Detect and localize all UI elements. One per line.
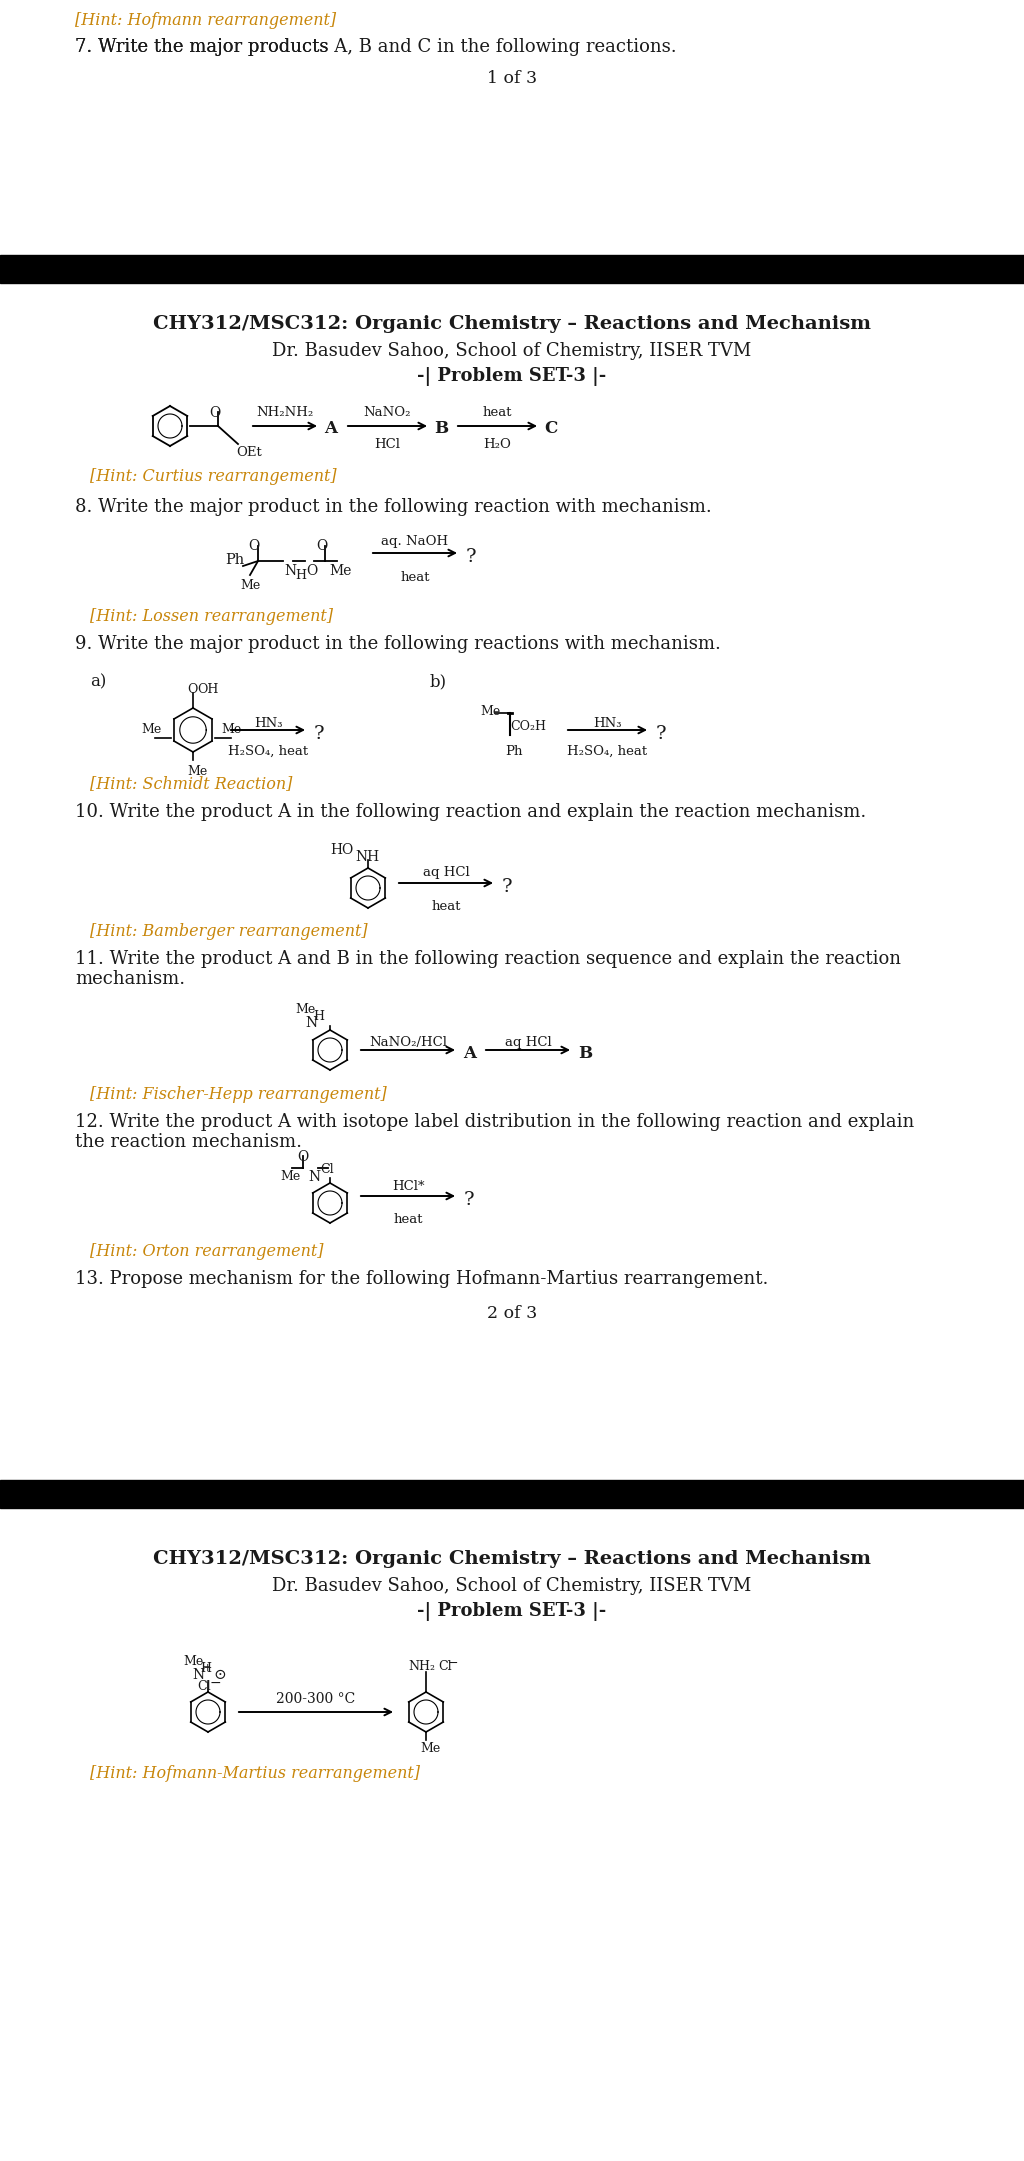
Text: HN₃: HN₃: [254, 717, 283, 730]
Text: Cl: Cl: [319, 1163, 334, 1176]
Text: 7. Write the major products: 7. Write the major products: [75, 39, 334, 56]
Text: N: N: [308, 1169, 321, 1184]
Text: ?: ?: [656, 724, 667, 743]
Text: 11. Write the product A and B in the following reaction sequence and explain the: 11. Write the product A and B in the fol…: [75, 951, 901, 968]
Text: Ph: Ph: [505, 746, 522, 759]
Text: 1 of 3: 1 of 3: [487, 69, 537, 86]
Text: 7. Write the major products A, B and C in the following reactions.: 7. Write the major products A, B and C i…: [75, 39, 677, 56]
Text: Cl: Cl: [438, 1660, 452, 1673]
Text: CO₂H: CO₂H: [510, 720, 546, 733]
Text: Cl: Cl: [197, 1679, 211, 1692]
Text: 10. Write the product A in the following reaction and explain the reaction mecha: 10. Write the product A in the following…: [75, 804, 866, 821]
Text: [Hint: Hofmann-Martius rearrangement]: [Hint: Hofmann-Martius rearrangement]: [90, 1766, 420, 1783]
Text: Me: Me: [221, 724, 242, 737]
Text: Me: Me: [295, 1003, 315, 1016]
Text: A: A: [324, 419, 337, 437]
Text: O: O: [187, 683, 198, 696]
Text: O: O: [209, 406, 220, 419]
Text: H: H: [200, 1662, 211, 1675]
Text: O: O: [316, 538, 328, 553]
Text: aq. NaOH: aq. NaOH: [381, 536, 449, 549]
Text: ?: ?: [314, 724, 325, 743]
Text: O: O: [297, 1150, 308, 1165]
Text: Me: Me: [187, 765, 207, 778]
Bar: [0, 1480, 1024, 1508]
Text: H₂SO₄, heat: H₂SO₄, heat: [567, 746, 647, 759]
Text: O: O: [306, 564, 317, 577]
Text: CHY312/MSC312: Organic Chemistry – Reactions and Mechanism: CHY312/MSC312: Organic Chemistry – React…: [153, 316, 871, 333]
Text: NH₂: NH₂: [409, 1660, 435, 1673]
Text: H₂SO₄, heat: H₂SO₄, heat: [228, 746, 308, 759]
Text: −: −: [449, 1657, 459, 1670]
Text: OEt: OEt: [236, 445, 262, 458]
Text: [Hint: Schmidt Reaction]: [Hint: Schmidt Reaction]: [90, 776, 293, 791]
Text: HCl: HCl: [374, 439, 400, 452]
Text: N: N: [193, 1668, 204, 1681]
Text: NaNO₂: NaNO₂: [364, 406, 411, 419]
Text: H₂O: H₂O: [483, 439, 511, 452]
Text: HCl*: HCl*: [392, 1180, 424, 1193]
Text: -| Problem SET-3 |-: -| Problem SET-3 |-: [418, 1601, 606, 1621]
Text: NH₂NH₂: NH₂NH₂: [256, 406, 313, 419]
Text: HO: HO: [330, 843, 353, 858]
Text: mechanism.: mechanism.: [75, 970, 185, 988]
Text: [Hint: Bamberger rearrangement]: [Hint: Bamberger rearrangement]: [90, 923, 368, 940]
Text: [Hint: Hofmann rearrangement]: [Hint: Hofmann rearrangement]: [75, 13, 336, 28]
Text: Me: Me: [141, 724, 161, 737]
Text: Me: Me: [329, 564, 351, 577]
Text: CHY312/MSC312: Organic Chemistry – Reactions and Mechanism: CHY312/MSC312: Organic Chemistry – React…: [153, 1549, 871, 1569]
Text: B: B: [578, 1046, 592, 1061]
Text: ?: ?: [502, 877, 513, 897]
Text: ?: ?: [466, 549, 476, 566]
Text: [Hint: Orton rearrangement]: [Hint: Orton rearrangement]: [90, 1243, 324, 1260]
Text: 2 of 3: 2 of 3: [486, 1305, 538, 1323]
Text: heat: heat: [482, 406, 512, 419]
Text: heat: heat: [431, 899, 461, 912]
Text: 9. Write the major product in the following reactions with mechanism.: 9. Write the major product in the follow…: [75, 635, 721, 653]
Text: Me: Me: [183, 1655, 203, 1668]
Text: 13. Propose mechanism for the following Hofmann-Martius rearrangement.: 13. Propose mechanism for the following …: [75, 1271, 768, 1288]
Text: heat: heat: [400, 571, 430, 583]
Text: H: H: [295, 568, 306, 581]
Text: aq HCl: aq HCl: [505, 1035, 551, 1048]
Text: NaNO₂/HCl: NaNO₂/HCl: [369, 1035, 447, 1048]
Text: N: N: [305, 1016, 317, 1031]
Text: O: O: [249, 538, 260, 553]
Text: [Hint: Lossen rearrangement]: [Hint: Lossen rearrangement]: [90, 607, 333, 625]
Text: [Hint: Curtius rearrangement]: [Hint: Curtius rearrangement]: [90, 469, 337, 484]
Text: Me: Me: [240, 579, 260, 592]
Text: H: H: [313, 1009, 324, 1022]
Text: 8. Write the major product in the following reaction with mechanism.: 8. Write the major product in the follow…: [75, 497, 712, 516]
Text: −: −: [210, 1677, 221, 1690]
Text: heat: heat: [393, 1212, 423, 1225]
Text: NH: NH: [355, 849, 379, 864]
Text: aq HCl: aq HCl: [423, 867, 469, 880]
Text: -| Problem SET-3 |-: -| Problem SET-3 |-: [418, 367, 606, 387]
Text: OH: OH: [197, 683, 218, 696]
Text: ⊙: ⊙: [213, 1668, 225, 1681]
Text: A: A: [463, 1046, 476, 1061]
Text: 200-300 °C: 200-300 °C: [276, 1692, 355, 1705]
Text: Ph: Ph: [225, 553, 245, 566]
Text: C: C: [544, 419, 557, 437]
Text: +: +: [203, 1664, 212, 1673]
Text: the reaction mechanism.: the reaction mechanism.: [75, 1132, 302, 1152]
Text: [Hint: Fischer-Hepp rearrangement]: [Hint: Fischer-Hepp rearrangement]: [90, 1087, 387, 1102]
Text: Me: Me: [480, 704, 501, 717]
Text: ?: ?: [464, 1191, 475, 1208]
Text: a): a): [90, 672, 106, 689]
Text: Dr. Basudev Sahoo, School of Chemistry, IISER TVM: Dr. Basudev Sahoo, School of Chemistry, …: [272, 341, 752, 361]
Bar: [0, 255, 1024, 283]
Text: Dr. Basudev Sahoo, School of Chemistry, IISER TVM: Dr. Basudev Sahoo, School of Chemistry, …: [272, 1578, 752, 1595]
Text: Me: Me: [280, 1169, 300, 1182]
Text: B: B: [434, 419, 449, 437]
Text: HN₃: HN₃: [593, 717, 622, 730]
Text: b): b): [430, 672, 447, 689]
Text: 12. Write the product A with isotope label distribution in the following reactio: 12. Write the product A with isotope lab…: [75, 1113, 914, 1130]
Text: N: N: [284, 564, 296, 577]
Text: Me: Me: [420, 1742, 440, 1755]
